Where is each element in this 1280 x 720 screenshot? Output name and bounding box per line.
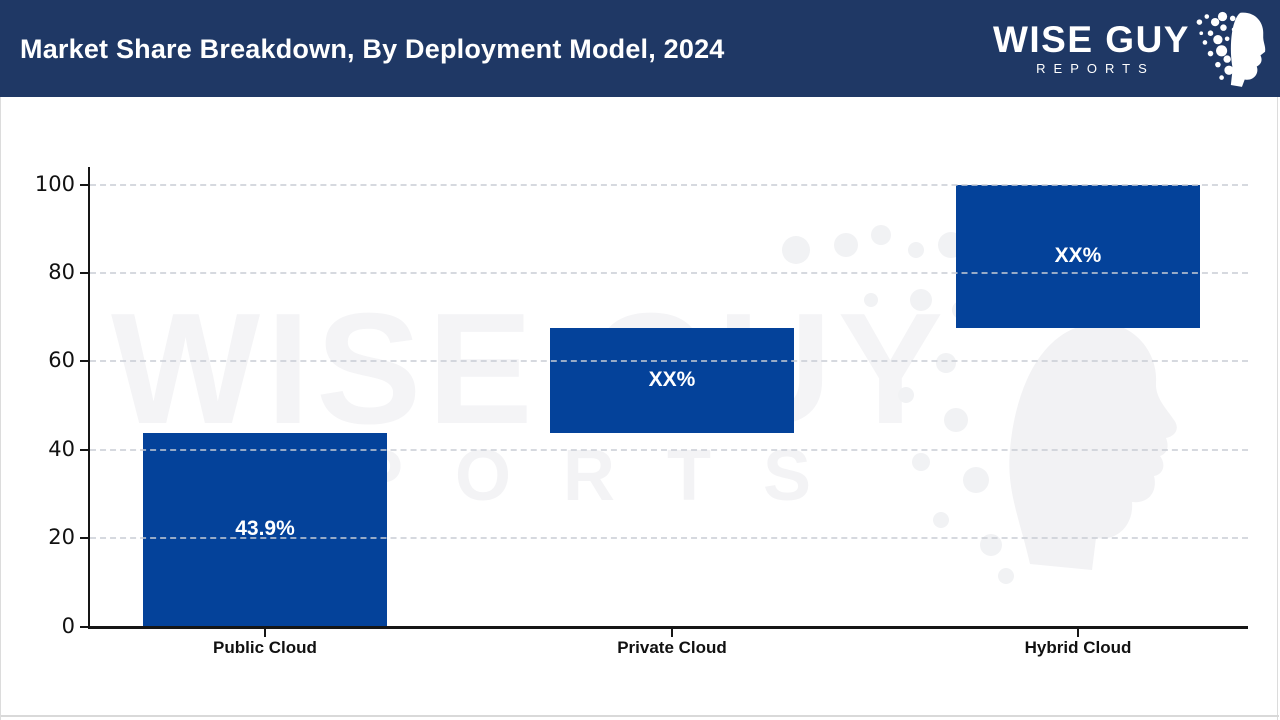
x-category-label-public-cloud: Public Cloud — [213, 638, 317, 657]
y-tick-label-100: 100 — [34, 172, 75, 196]
x-tick-mark — [264, 629, 266, 637]
watermark-dot — [834, 233, 858, 257]
gridline-80 — [90, 272, 1248, 274]
y-tick-label-80: 80 — [48, 260, 75, 284]
watermark-dot — [933, 512, 949, 528]
watermark-text-primary: WISE GUY — [111, 281, 950, 457]
watermark-dot — [963, 467, 989, 493]
x-category-label-hybrid-cloud: Hybrid Cloud — [1024, 638, 1132, 657]
gridline-20 — [90, 537, 1248, 539]
y-tick-label-40: 40 — [48, 437, 75, 461]
value-label-public-cloud: 43.9% — [235, 517, 295, 540]
y-axis-line — [88, 167, 90, 628]
value-label-hybrid-cloud: XX% — [1054, 244, 1102, 267]
y-tick-label-20: 20 — [48, 525, 75, 549]
y-tick-mark — [80, 360, 88, 362]
watermark-dot — [782, 236, 810, 264]
y-tick-mark — [80, 626, 88, 628]
brand-face-icon — [1196, 11, 1266, 87]
bar-hybrid-cloud — [956, 185, 1200, 328]
x-tick-mark — [1077, 629, 1079, 637]
y-tick-mark — [80, 537, 88, 539]
watermark-dot — [898, 387, 914, 403]
x-tick-mark — [671, 629, 673, 637]
y-tick-mark — [80, 272, 88, 274]
bar-private-cloud — [550, 328, 794, 433]
bottom-border-line — [1, 715, 1279, 717]
chart-title: Market Share Breakdown, By Deployment Mo… — [20, 34, 725, 64]
brand-logo-text: WISE GUY REPORTS — [992, 18, 1190, 77]
y-tick-mark — [80, 184, 88, 186]
watermark-face-icon — [1009, 322, 1177, 570]
brand-subname: REPORTS — [1036, 60, 1155, 76]
bar-public-cloud — [143, 433, 387, 626]
value-label-private-cloud: XX% — [648, 368, 696, 391]
watermark-dot — [871, 225, 891, 245]
gridline-60 — [90, 360, 1248, 362]
x-axis-line — [88, 626, 1248, 629]
gridline-100 — [90, 184, 1248, 186]
header-band: Market Share Breakdown, By Deployment Mo… — [0, 0, 1280, 97]
y-tick-mark — [80, 449, 88, 451]
watermark-dot — [910, 289, 932, 311]
watermark-dot — [998, 568, 1014, 584]
brand-name: WISE GUY — [992, 18, 1190, 60]
watermark-dot — [912, 453, 930, 471]
gridline-40 — [90, 449, 1248, 451]
y-tick-label-0: 0 — [61, 614, 75, 638]
watermark-dot — [944, 408, 968, 432]
watermark-dot — [908, 242, 924, 258]
watermark-dot — [936, 353, 956, 373]
watermark-dot — [864, 293, 878, 307]
x-category-label-private-cloud: Private Cloud — [617, 638, 727, 657]
brand-logo: WISE GUY REPORTS — [993, 9, 1266, 87]
watermark-dot — [980, 534, 1002, 556]
y-tick-label-60: 60 — [48, 348, 75, 372]
chart-area: WISE GUY REPORTS — [0, 97, 1279, 720]
